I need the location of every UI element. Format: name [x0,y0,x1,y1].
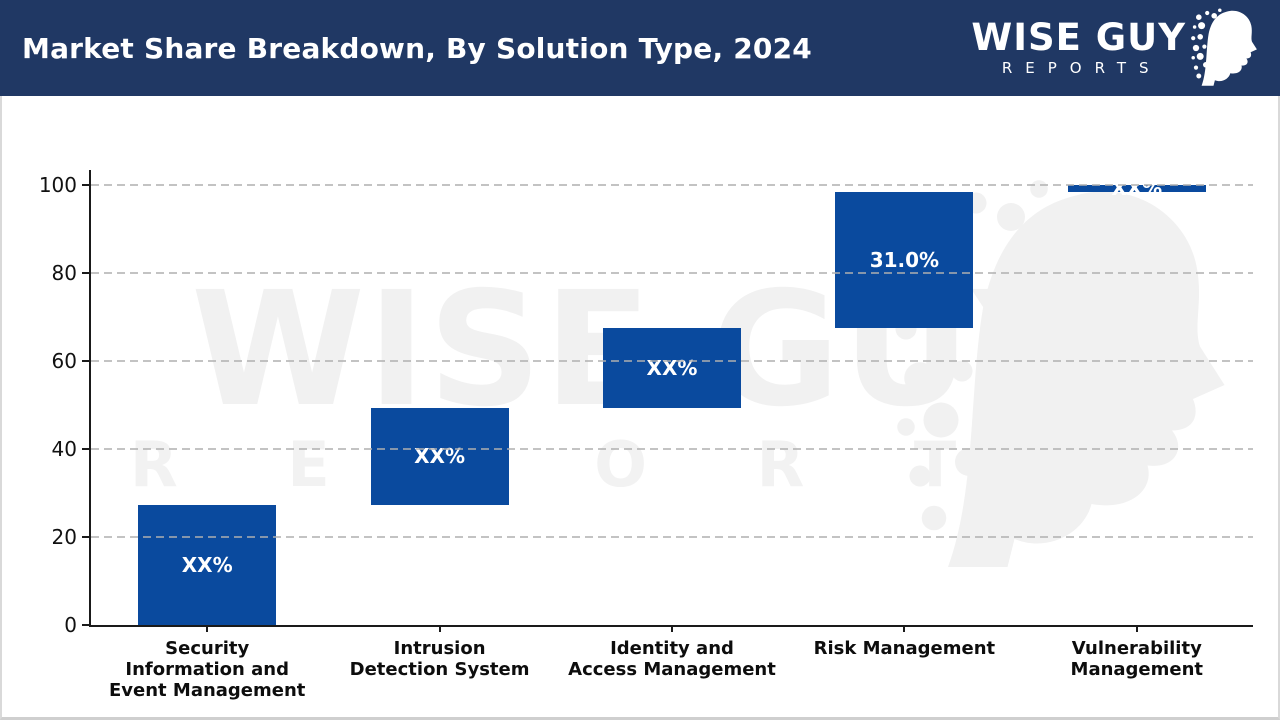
y-tick-mark [82,448,89,450]
bar-2: XX% [370,408,509,505]
plot-area: 0 20 40 60 80 100 XX% Security Information and Ev… [39,170,1253,701]
bar-value-label: XX% [1111,176,1163,201]
y-tick-label: 100 [38,173,77,197]
x-tick-mark [903,625,906,632]
category-label-line: Identity and [610,638,734,659]
bar-3: XX% [603,328,741,409]
chart-title: Market Share Breakdown, By Solution Type… [22,31,812,65]
x-tick-mark [206,625,209,632]
category-label-line: Event Management [108,680,306,701]
category-label-line: Intrusion [393,638,486,659]
x-tick-mark [1135,625,1138,632]
category-label-line: Detection System [349,659,530,680]
y-tick-label: 60 [51,349,77,373]
bar-4: 31.0% [835,191,974,328]
category-label: Security Information and Event Management [91,638,323,701]
y-tick-mark [82,272,89,274]
category-label-line: Access Management [568,659,776,680]
y-tick-label: 20 [51,525,77,549]
brand-logo-text: WISE GUY REPORTS [971,19,1186,77]
gridline-100 [91,184,1253,186]
x-tick-mark [671,625,673,632]
watermark-sub-text: R E P O R T S [130,428,1155,501]
x-tick-mark [438,625,441,632]
y-tick-label: 40 [51,437,77,461]
gridline-60 [91,360,1253,362]
category-label-line: Management [1070,659,1204,680]
category-label-line: Vulnerability [1071,638,1202,659]
gridline-80 [91,272,1253,274]
y-tick-label: 80 [51,261,77,285]
gridline-40 [91,448,1253,450]
bar-value-label: XX% [646,356,698,381]
y-tick-mark [82,624,89,626]
category-label-line: Risk Management [813,638,996,659]
bar-1: XX% [138,504,277,625]
bar-value-label: XX% [181,552,233,577]
bar-value-label: XX% [414,444,466,469]
y-tick-mark [82,360,89,362]
gridline-20 [91,536,1253,538]
brand-head-icon [1188,6,1260,90]
brand-name: WISE GUY [971,16,1186,59]
category-label-line: Security [165,638,250,659]
y-tick-mark [82,536,89,538]
category-label-line: Information and [125,659,289,680]
y-tick-label: 0 [64,613,77,637]
bar-value-label: 31.0% [869,247,940,272]
category-label: Risk Management [788,638,1020,659]
header-bar: Market Share Breakdown, By Solution Type… [0,0,1280,96]
brand-subtitle: REPORTS [1001,59,1162,77]
category-label: Vulnerability Management [1021,638,1253,680]
bar-5: XX% [1067,178,1206,198]
brand-logo: WISE GUY REPORTS [971,6,1260,90]
y-tick-mark [82,184,89,186]
category-label: Intrusion Detection System [323,638,555,680]
category-label: Identity and Access Management [556,638,788,680]
